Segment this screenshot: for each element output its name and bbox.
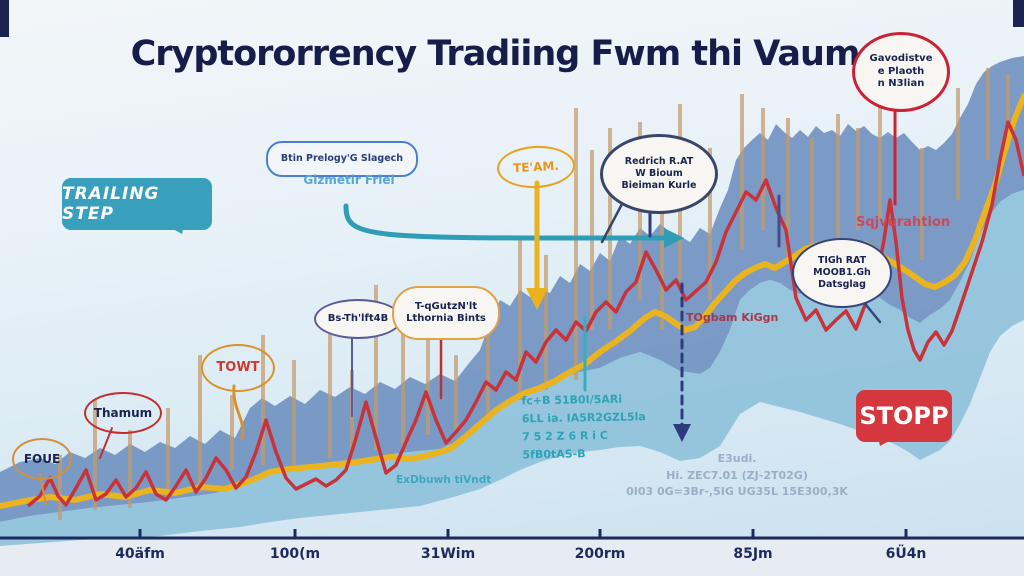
breakout-cloud-tail-line [600,202,624,244]
signal-line-1: Gavodistve [869,53,933,65]
volume-spike-bar [518,240,522,400]
volume-spike-bar [374,285,378,450]
thamn-tail-line [99,427,113,459]
volume-spike-bar [810,138,814,250]
volume-spike-bar [93,400,97,510]
breakout-line-3: Bieiman Kurle [621,179,697,191]
volume-spike-bar [261,335,265,465]
stop-bubble: STOPP [856,390,952,442]
breakout-line-2: W Bioum [635,168,683,180]
price-band-lower [0,190,1024,546]
volume-spike-bar [486,295,490,420]
breakout-line-1: Redrich R.AT [624,156,694,168]
lthornia-speech-bubble: T-qGutzN'lt Lthornia Bints [392,286,500,340]
thamn-speech-bubble: Thamum [84,392,162,434]
volume-spike-bar [544,255,548,390]
x-axis-tick-label: 6Ü4n [886,544,927,562]
strategy-pill-label: Btin Prelogy'G Slagech [280,153,404,165]
x-axis-tick-label: 200rm [575,546,626,562]
teal-curved-arrow [343,203,669,241]
volume-spike-bar [426,340,430,435]
stop-label: STOPP [859,402,949,430]
volume-spike-bar [328,305,332,458]
volume-spike-bar [660,140,664,330]
trailing-step-label: TRAILING STEP [62,184,160,224]
x-axis-tick-label: 40äfm [115,546,165,562]
volume-spike-bar [786,118,790,260]
trailing-step-bubble: TRAILING STEP [62,178,212,230]
towt-tail-line [232,384,245,440]
page-title: Cryptororrency Tradiing Fwm thi Vaum [130,34,861,74]
towt-speech-bubble: TOWT [201,344,275,392]
saturation-label: Sqjvurahtion [856,215,951,230]
volume-spike-bar [166,408,170,500]
volume-spike-bar [574,108,578,380]
yellow-down-arrow-head [526,288,548,310]
red-price-line [26,120,1024,508]
gray-note-line-1: E3udi. [717,452,757,465]
teal-caption: ExDbuwh tiVndt [396,474,492,486]
volume-spike-bar [198,355,202,492]
volume-spike-bar [856,128,860,230]
gray-notes-block: E3udi. Hi. ZEC7.01 (ZJ-2T02G) 0I03 0G=3B… [612,451,862,501]
volume-spike-bar [1006,74,1010,150]
volume-spike-bar [986,68,990,160]
volume-spike-bar [454,355,458,432]
toborn-label: TOgbam KiGgn [686,311,779,324]
signal-line-3: n N3lian [877,78,925,90]
lthornia-line-1: T-qGutzN'lt [414,300,478,312]
gray-note-line-2: Hi. ZEC7.01 (ZJ-2T02G) [666,468,808,482]
volume-spike-bar [956,88,960,200]
team-label: TE'AM. [512,158,560,176]
volume-spike-bar [292,360,296,470]
volume-spike-bar [761,108,765,230]
strategy-caption: Gizmetir Friel [303,173,395,187]
volume-spike-bar [920,148,924,260]
volume-spike-bar [230,395,234,470]
volume-spike-bar [836,114,840,240]
lthornia-line-2: Lthornia Bints [406,313,486,324]
navy-dashed-down-arrow-head [673,424,691,442]
gray-note-line-3: 0I03 0G=3Br-,5IG UG35L 15E300,3K [626,485,848,498]
signal-speech-bubble: Gavodistve e Plaoth n N3lian [852,32,950,112]
thamn-label: Thamum [93,405,153,420]
foue-speech-bubble: FOUE [12,438,72,480]
towt-label: TOWT [216,359,260,375]
price-band-upper [0,56,1024,522]
x-axis-tick-label: 100(m [270,546,320,562]
x-axis-tick-label: 85Jm [733,546,772,562]
tigh-line-1: TIGh RAT [817,255,867,267]
signal-line-2: e Plaoth [877,65,925,77]
corner-mark-top-left [0,0,9,37]
corner-mark-top-right [1013,0,1024,27]
volume-spike-bar [878,104,882,220]
volume-spike-bar [128,430,132,508]
strategy-pill-bubble: Btin Prelogy'G Slagech [266,141,418,177]
axis-footer-strip [0,540,1024,576]
volume-spike-bar [58,455,62,520]
purple-oval-label: Bs-Th'lft4B [327,312,389,324]
teal-curved-arrow-head [664,228,684,248]
volume-spike-bar [401,310,405,448]
breakout-speech-bubble: Redrich R.AT W Bioum Bieiman Kurle [600,134,718,214]
volume-spike-bar [708,148,712,300]
x-axis-tick-label: 31Wim [421,546,475,562]
tigh-line-2: MOOB1.Gh [813,267,871,279]
purple-oval-bubble: Bs-Th'lft4B [314,299,402,339]
volume-spike-bar [740,94,744,250]
tigh-line-3: Datsglag [818,278,866,290]
tigh-rat-speech-bubble: TIGh RAT MOOB1.Gh Datsglag [792,238,892,308]
yellow-moving-average-line [0,93,1024,509]
foue-label: FOUE [23,451,61,466]
